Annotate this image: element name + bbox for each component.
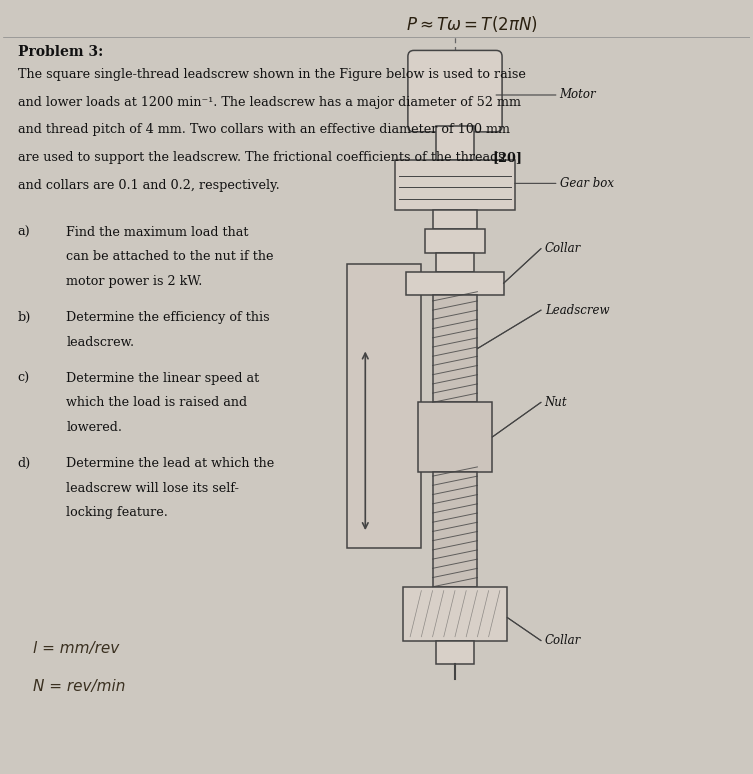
Text: l = mm/rev: l = mm/rev	[32, 641, 119, 656]
Text: N = rev/min: N = rev/min	[32, 679, 125, 694]
Text: leadscrew will lose its self-: leadscrew will lose its self-	[66, 481, 239, 495]
Text: lowered.: lowered.	[66, 421, 122, 433]
Text: Collar: Collar	[544, 242, 581, 255]
Text: $P \approx T\omega = T(2\pi N)$: $P \approx T\omega = T(2\pi N)$	[407, 14, 538, 34]
Bar	[432, 295, 477, 402]
Bar	[432, 211, 477, 229]
Text: leadscrew.: leadscrew.	[66, 335, 135, 348]
Text: which the load is raised and: which the load is raised and	[66, 396, 248, 409]
Text: Collar: Collar	[544, 634, 581, 647]
Text: Determine the efficiency of this: Determine the efficiency of this	[66, 311, 270, 324]
Text: Motor: Motor	[559, 88, 596, 101]
Bar	[425, 229, 485, 252]
Text: can be attached to the nut if the: can be attached to the nut if the	[66, 250, 274, 263]
Bar	[403, 587, 508, 641]
Bar	[395, 160, 515, 211]
Text: and thread pitch of 4 mm. Two collars with an effective diameter of 100 mm: and thread pitch of 4 mm. Two collars wi…	[18, 123, 510, 136]
Text: c): c)	[18, 372, 30, 385]
Text: [20]: [20]	[492, 151, 523, 164]
Text: and collars are 0.1 and 0.2, respectively.: and collars are 0.1 and 0.2, respectivel…	[18, 179, 279, 192]
Text: Determine the lead at which the: Determine the lead at which the	[66, 457, 275, 470]
FancyBboxPatch shape	[408, 50, 502, 132]
Bar	[407, 272, 504, 295]
Bar	[436, 641, 474, 663]
Text: Leadscrew: Leadscrew	[544, 303, 609, 317]
Text: The square single-thread leadscrew shown in the Figure below is used to raise: The square single-thread leadscrew shown…	[18, 68, 526, 81]
Text: are used to support the leadscrew. The frictional coefficients of the threads: are used to support the leadscrew. The f…	[18, 151, 505, 164]
Bar	[436, 252, 474, 272]
Text: Nut: Nut	[544, 396, 567, 409]
Bar	[436, 125, 474, 160]
Text: d): d)	[18, 457, 31, 470]
Text: motor power is 2 kW.: motor power is 2 kW.	[66, 275, 203, 288]
Text: Problem 3:: Problem 3:	[18, 45, 103, 59]
Bar	[432, 471, 477, 587]
Text: Determine the linear speed at: Determine the linear speed at	[66, 372, 260, 385]
Text: and lower loads at 1200 min⁻¹. The leadscrew has a major diameter of 52 mm: and lower loads at 1200 min⁻¹. The leads…	[18, 96, 521, 109]
Text: Find the maximum load that: Find the maximum load that	[66, 226, 248, 238]
Text: locking feature.: locking feature.	[66, 506, 168, 519]
Text: b): b)	[18, 311, 31, 324]
Bar	[346, 264, 422, 548]
Text: a): a)	[18, 226, 30, 238]
Bar	[418, 402, 492, 471]
Text: Gear box: Gear box	[559, 177, 614, 190]
